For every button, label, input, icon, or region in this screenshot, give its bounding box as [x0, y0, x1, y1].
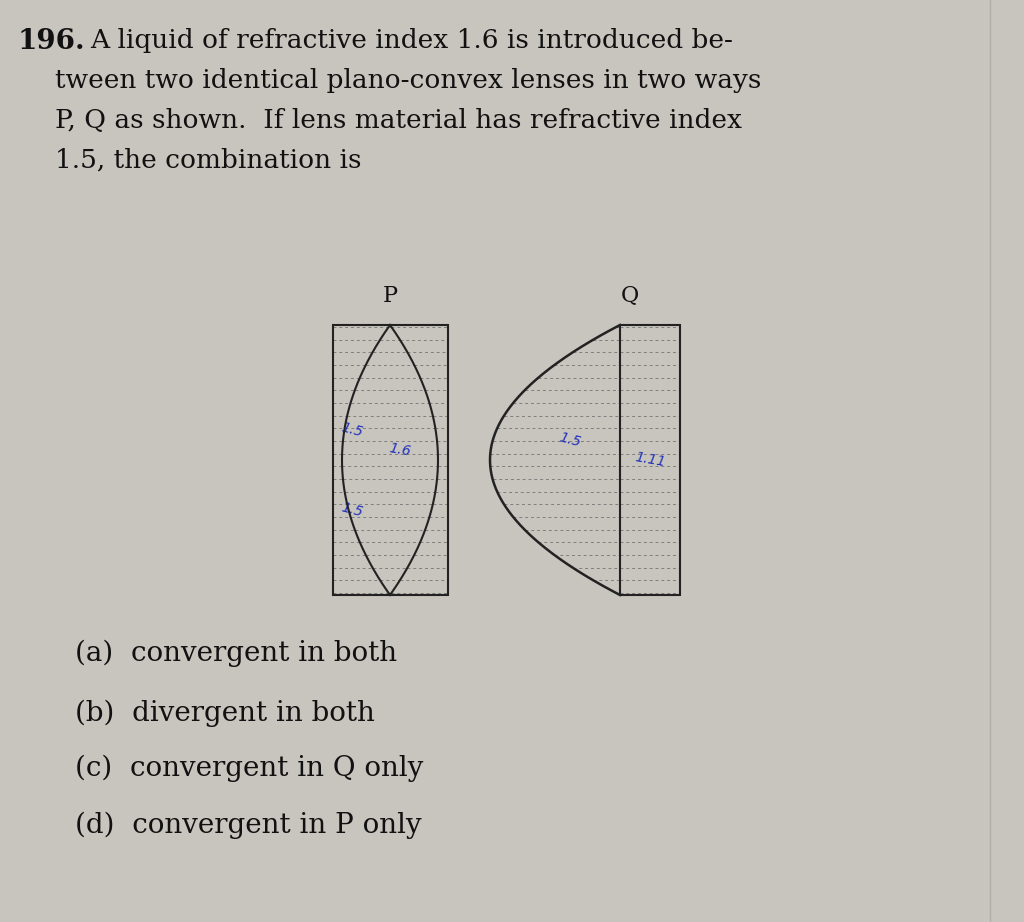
Bar: [620, 325, 680, 595]
Text: (b)  divergent in both: (b) divergent in both: [75, 700, 375, 727]
Text: P, Q as shown.  If lens material has refractive index: P, Q as shown. If lens material has refr…: [55, 108, 742, 133]
Bar: [333, 325, 447, 595]
Text: A liquid of refractive index 1.6 is introduced be-: A liquid of refractive index 1.6 is intr…: [90, 28, 733, 53]
Text: 1.5: 1.5: [340, 501, 365, 520]
Text: Q: Q: [621, 285, 639, 307]
Text: 1.5: 1.5: [340, 420, 365, 440]
Text: 1.6: 1.6: [388, 442, 412, 459]
Text: 196.: 196.: [18, 28, 86, 55]
Text: (a)  convergent in both: (a) convergent in both: [75, 640, 397, 668]
Text: P: P: [383, 285, 397, 307]
Text: 1.11: 1.11: [634, 451, 667, 469]
Text: (c)  convergent in Q only: (c) convergent in Q only: [75, 755, 423, 783]
Text: tween two identical plano-convex lenses in two ways: tween two identical plano-convex lenses …: [55, 68, 762, 93]
Text: 1.5: 1.5: [557, 431, 583, 450]
Text: (d)  convergent in P only: (d) convergent in P only: [75, 812, 422, 839]
Text: 1.5, the combination is: 1.5, the combination is: [55, 148, 361, 173]
